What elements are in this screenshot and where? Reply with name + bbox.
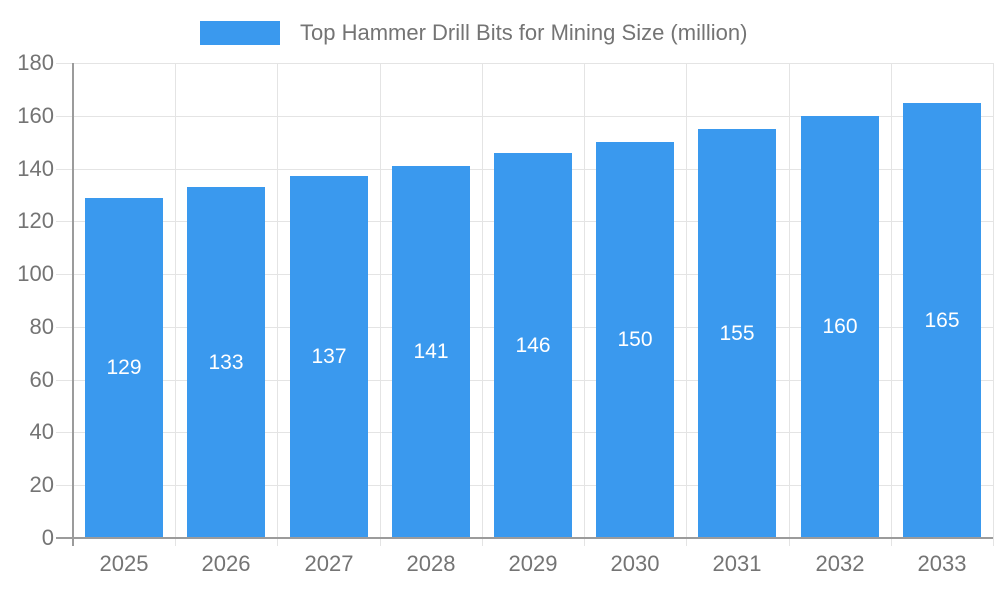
y-tick bbox=[56, 485, 73, 486]
y-tick bbox=[56, 221, 73, 222]
x-gridline bbox=[993, 63, 994, 538]
bar-value-label: 129 bbox=[106, 356, 142, 379]
legend-label: Top Hammer Drill Bits for Mining Size (m… bbox=[300, 20, 748, 45]
y-tick bbox=[56, 327, 73, 328]
y-gridline bbox=[73, 116, 993, 117]
y-tick-label: 160 bbox=[17, 103, 54, 128]
legend[interactable]: Top Hammer Drill Bits for Mining Size (m… bbox=[200, 20, 748, 45]
x-tick-label: 2033 bbox=[917, 551, 967, 576]
y-tick-label: 180 bbox=[17, 50, 54, 75]
x-tick-label: 2031 bbox=[712, 551, 762, 576]
y-tick-label: 60 bbox=[29, 367, 54, 392]
x-gridline bbox=[277, 63, 278, 538]
bar-value-label: 141 bbox=[413, 340, 449, 363]
y-gridline bbox=[73, 63, 993, 64]
bar-2033[interactable]: 165 bbox=[903, 103, 981, 538]
y-tick bbox=[56, 169, 73, 170]
bar-value-label: 133 bbox=[208, 350, 244, 374]
x-tick-label: 2026 bbox=[201, 551, 251, 576]
y-tick bbox=[56, 116, 73, 117]
y-tick bbox=[56, 432, 73, 433]
y-tick bbox=[56, 63, 73, 64]
y-tick-label: 0 bbox=[41, 525, 54, 550]
x-gridline bbox=[175, 63, 176, 538]
x-tick-label: 2030 bbox=[610, 551, 660, 576]
x-tick-label: 2027 bbox=[304, 551, 354, 576]
bar-value-label: 150 bbox=[617, 328, 653, 351]
x-gridline bbox=[584, 63, 585, 538]
x-tick-label: 2032 bbox=[815, 551, 865, 576]
bar-value-label: 165 bbox=[924, 308, 960, 332]
y-axis-line bbox=[72, 63, 74, 546]
x-tick bbox=[891, 538, 892, 546]
bar-2027[interactable]: 137 bbox=[290, 176, 368, 538]
bar-value-label: 146 bbox=[515, 333, 551, 357]
x-axis-line bbox=[56, 537, 993, 539]
x-tick bbox=[175, 538, 176, 546]
x-gridline bbox=[891, 63, 892, 538]
y-tick-label: 40 bbox=[29, 419, 54, 444]
x-tick bbox=[380, 538, 381, 546]
x-tick bbox=[686, 538, 687, 546]
x-tick bbox=[482, 538, 483, 546]
x-tick bbox=[789, 538, 790, 546]
x-gridline bbox=[686, 63, 687, 538]
x-tick bbox=[277, 538, 278, 546]
x-gridline bbox=[482, 63, 483, 538]
bar-2028[interactable]: 141 bbox=[392, 166, 470, 538]
bar-value-label: 160 bbox=[822, 315, 858, 338]
y-tick bbox=[56, 380, 73, 381]
x-gridline bbox=[789, 63, 790, 538]
bar-2032[interactable]: 160 bbox=[801, 116, 879, 538]
x-tick-label: 2028 bbox=[406, 551, 456, 576]
bar-2029[interactable]: 146 bbox=[494, 153, 572, 538]
y-tick-label: 20 bbox=[29, 472, 54, 497]
legend-swatch bbox=[200, 21, 280, 45]
y-tick-label: 140 bbox=[17, 156, 54, 181]
bar-value-label: 137 bbox=[311, 345, 347, 368]
y-tick-label: 80 bbox=[29, 314, 54, 339]
bar-2030[interactable]: 150 bbox=[596, 142, 674, 538]
bar-value-label: 155 bbox=[719, 321, 755, 345]
bar-2031[interactable]: 155 bbox=[698, 129, 776, 538]
bar-2025[interactable]: 129 bbox=[85, 198, 163, 538]
y-tick-label: 120 bbox=[17, 208, 54, 233]
x-tick-label: 2025 bbox=[99, 551, 149, 576]
x-tick bbox=[584, 538, 585, 546]
x-gridline bbox=[380, 63, 381, 538]
x-tick bbox=[993, 538, 994, 546]
bar-2026[interactable]: 133 bbox=[187, 187, 265, 538]
x-tick-label: 2029 bbox=[508, 551, 558, 576]
y-tick bbox=[56, 274, 73, 275]
y-tick-label: 100 bbox=[17, 261, 54, 286]
